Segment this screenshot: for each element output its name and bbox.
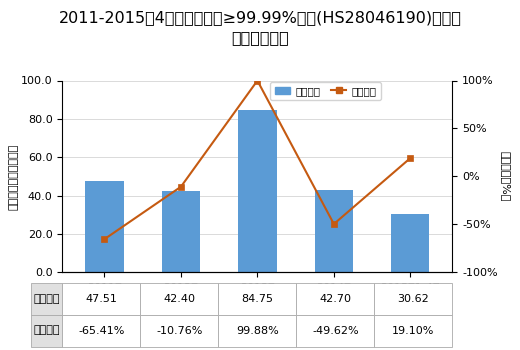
Legend: 出口金额, 同比增长: 出口金额, 同比增长 xyxy=(270,82,381,100)
Bar xyxy=(162,191,200,272)
Y-axis label: 同比增长（%）: 同比增长（%） xyxy=(501,151,511,202)
Y-axis label: 出口金额（百万美元）: 出口金额（百万美元） xyxy=(8,143,18,210)
Bar xyxy=(315,190,353,272)
Bar xyxy=(238,110,277,272)
Bar xyxy=(391,214,430,272)
Bar xyxy=(85,181,124,272)
Text: 2011-2015年4月其他含硅量≥99.99%的硅(HS28046190)出口总
额及增速统计: 2011-2015年4月其他含硅量≥99.99%的硅(HS28046190)出口… xyxy=(58,10,462,45)
